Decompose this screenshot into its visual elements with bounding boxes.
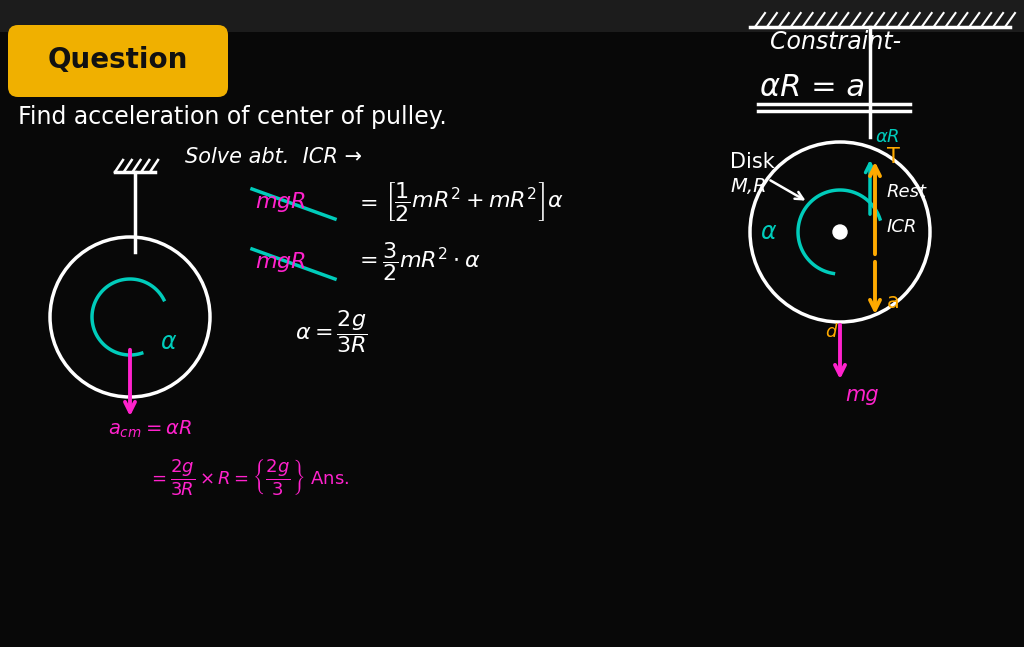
- Text: mg: mg: [845, 385, 879, 405]
- Text: $mgR$: $mgR$: [255, 190, 306, 214]
- Text: Find acceleration of center of pulley.: Find acceleration of center of pulley.: [18, 105, 446, 129]
- Text: Disk: Disk: [730, 152, 775, 172]
- Text: Solve abt.  ICR →: Solve abt. ICR →: [185, 147, 362, 167]
- Text: $= \dfrac{3}{2}mR^2 \cdot \alpha$: $= \dfrac{3}{2}mR^2 \cdot \alpha$: [355, 241, 480, 283]
- Text: $\left[\dfrac{1}{2}mR^2 + mR^2\right]\alpha$: $\left[\dfrac{1}{2}mR^2 + mR^2\right]\al…: [385, 181, 563, 223]
- Text: $\alpha = \dfrac{2g}{3R}$: $\alpha = \dfrac{2g}{3R}$: [295, 309, 368, 355]
- Text: a: a: [887, 292, 900, 312]
- Text: $\alpha$: $\alpha$: [760, 220, 777, 244]
- Text: $a_{cm} = \alpha R$: $a_{cm} = \alpha R$: [108, 419, 191, 440]
- Text: T: T: [887, 147, 900, 167]
- Text: $\alpha$: $\alpha$: [160, 330, 177, 354]
- Text: $\alpha R$: $\alpha R$: [874, 128, 900, 146]
- Text: αR = a: αR = a: [760, 72, 865, 102]
- Text: $mgR$: $mgR$: [255, 250, 306, 274]
- Text: Rest: Rest: [887, 183, 927, 201]
- Text: Question: Question: [48, 46, 188, 74]
- Text: ICR: ICR: [887, 218, 918, 236]
- Text: $d$: $d$: [825, 323, 839, 341]
- Bar: [0, 0, 1024, 32]
- FancyBboxPatch shape: [8, 25, 228, 97]
- Text: $=$: $=$: [355, 192, 378, 212]
- Circle shape: [833, 225, 847, 239]
- Text: $= \dfrac{2g}{3R} \times R = \left\{\dfrac{2g}{3}\right\}$ Ans.: $= \dfrac{2g}{3R} \times R = \left\{\dfr…: [148, 457, 349, 497]
- Text: M,R: M,R: [730, 177, 767, 197]
- Text: Constraint-: Constraint-: [770, 30, 901, 54]
